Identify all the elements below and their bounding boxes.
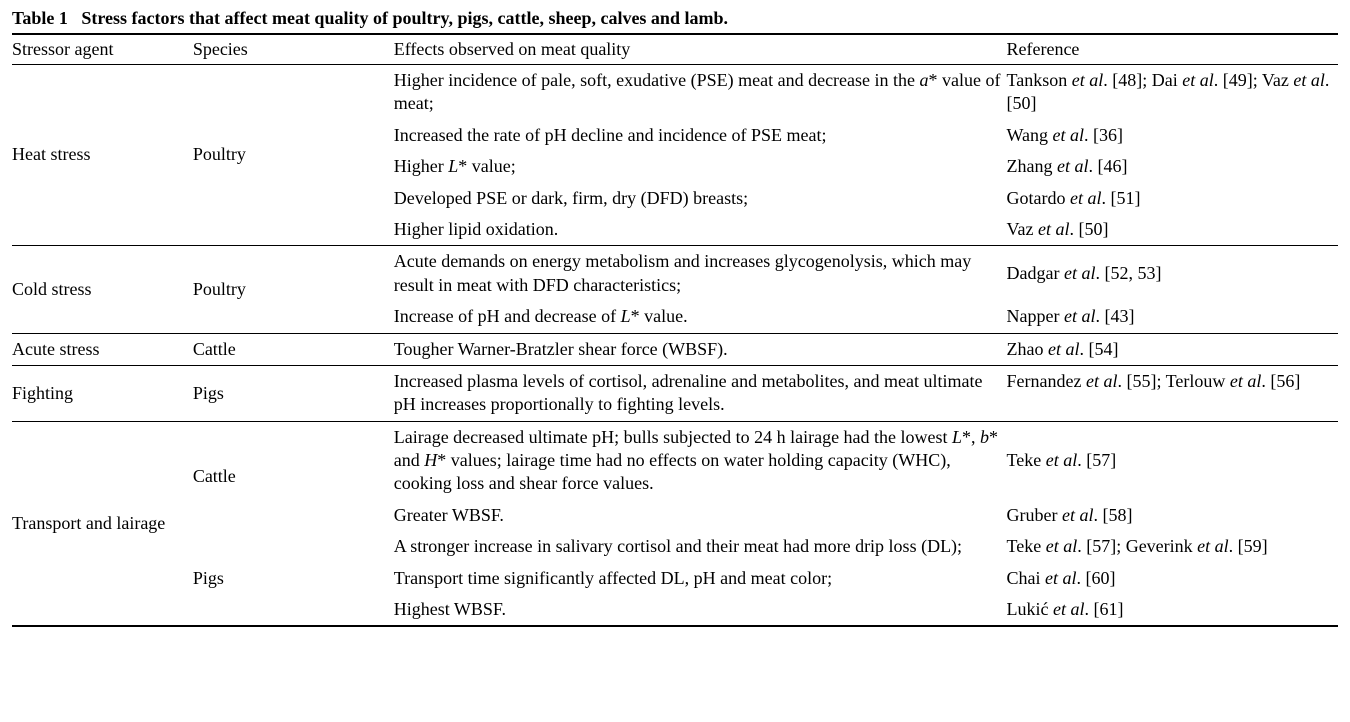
table-number: Table 1 [12,8,68,28]
cell-species: Poultry [193,65,394,246]
cell-reference: Gruber et al. [58] [1006,500,1338,531]
cell-reference: Teke et al. [57]; Geverink et al. [59] [1006,531,1338,562]
table-caption: Table 1 Stress factors that affect meat … [12,8,1338,29]
table-row: Cold stress Poultry Acute demands on ene… [12,246,1338,301]
cell-effects: Developed PSE or dark, firm, dry (DFD) b… [394,183,1007,214]
cell-reference: Dadgar et al. [52, 53] [1006,246,1338,301]
cell-effects: Increased plasma levels of cortisol, adr… [394,365,1007,421]
table-row: Transport and lairage Cattle Lairage dec… [12,421,1338,500]
cell-reference: Lukić et al. [61] [1006,594,1338,626]
table-header-row: Stressor agent Species Effects observed … [12,34,1338,65]
cell-reference: Napper et al. [43] [1006,301,1338,333]
cell-reference: Zhao et al. [54] [1006,333,1338,365]
cell-reference: Tankson et al. [48]; Dai et al. [49]; Va… [1006,65,1338,120]
cell-reference: Gotardo et al. [51] [1006,183,1338,214]
cell-stressor: Fighting [12,365,193,421]
cell-species: Cattle [193,333,394,365]
cell-effects: Higher lipid oxidation. [394,214,1007,246]
cell-effects: Highest WBSF. [394,594,1007,626]
cell-reference: Wang et al. [36] [1006,120,1338,151]
table-title: Stress factors that affect meat quality … [81,8,728,28]
cell-effects: A stronger increase in salivary cortisol… [394,531,1007,562]
cell-reference: Vaz et al. [50] [1006,214,1338,246]
table-row: Acute stress Cattle Tougher Warner-Bratz… [12,333,1338,365]
cell-species: Cattle [193,421,394,531]
table-row: Fighting Pigs Increased plasma levels of… [12,365,1338,421]
cell-species: Poultry [193,246,394,333]
table-row: Heat stress Poultry Higher incidence of … [12,65,1338,120]
cell-species: Pigs [193,365,394,421]
cell-effects: Tougher Warner-Bratzler shear force (WBS… [394,333,1007,365]
col-effects: Effects observed on meat quality [394,34,1007,65]
cell-effects: Greater WBSF. [394,500,1007,531]
cell-reference: Zhang et al. [46] [1006,151,1338,182]
cell-effects: Increased the rate of pH decline and inc… [394,120,1007,151]
cell-species: Pigs [193,531,394,626]
col-reference: Reference [1006,34,1338,65]
cell-effects: Higher L* value; [394,151,1007,182]
cell-reference: Fernandez et al. [55]; Terlouw et al. [5… [1006,365,1338,421]
cell-effects: Acute demands on energy metabolism and i… [394,246,1007,301]
cell-reference: Chai et al. [60] [1006,563,1338,594]
cell-effects: Increase of pH and decrease of L* value. [394,301,1007,333]
cell-stressor: Transport and lairage [12,421,193,626]
cell-stressor: Heat stress [12,65,193,246]
cell-effects: Lairage decreased ultimate pH; bulls sub… [394,421,1007,500]
stress-factors-table: Stressor agent Species Effects observed … [12,33,1338,627]
table-row: Pigs A stronger increase in salivary cor… [12,531,1338,562]
cell-stressor: Cold stress [12,246,193,333]
col-species: Species [193,34,394,65]
cell-effects: Transport time significantly affected DL… [394,563,1007,594]
cell-reference: Teke et al. [57] [1006,421,1338,500]
cell-stressor: Acute stress [12,333,193,365]
col-stressor: Stressor agent [12,34,193,65]
cell-effects: Higher incidence of pale, soft, exudativ… [394,65,1007,120]
